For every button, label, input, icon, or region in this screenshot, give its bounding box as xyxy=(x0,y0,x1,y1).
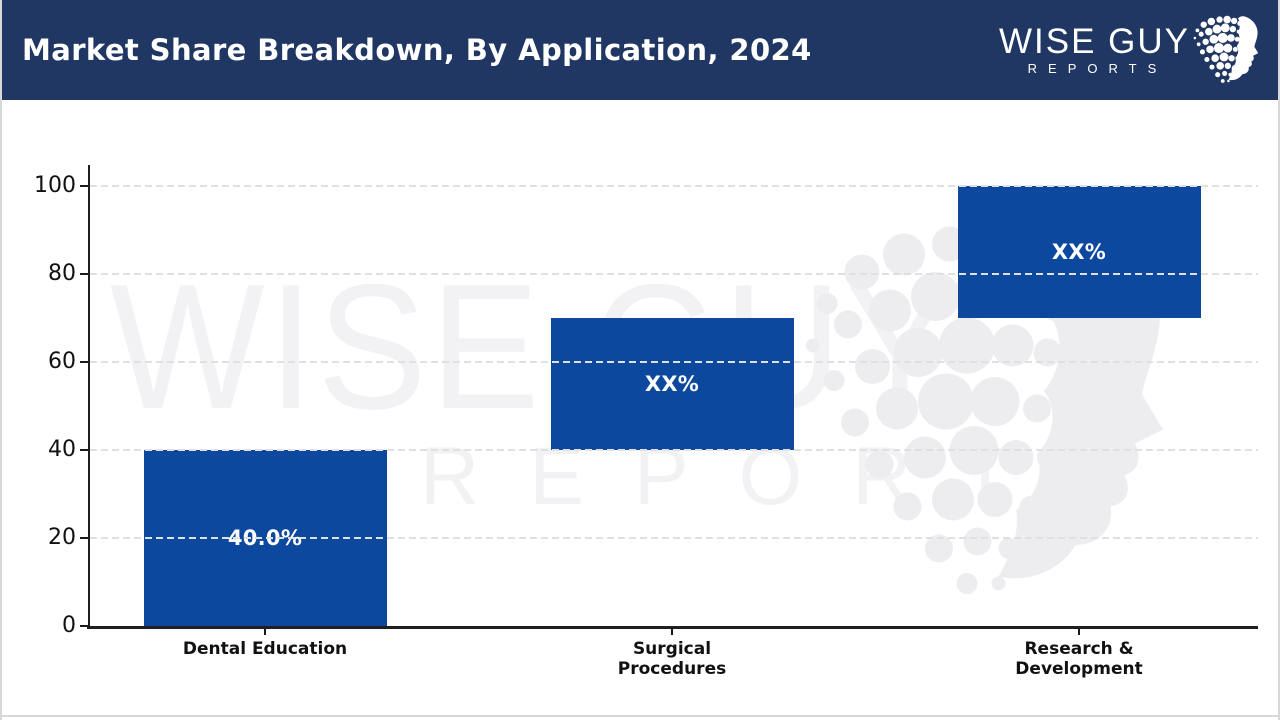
card-bottom-border xyxy=(2,715,1278,717)
y-tick-label-100: 100 xyxy=(34,173,76,198)
x-tick-3 xyxy=(1078,628,1080,635)
gridline-80 xyxy=(90,273,1258,275)
logo-wordmark: WISE GUY xyxy=(998,21,1190,61)
y-tick-label-20: 20 xyxy=(48,525,76,550)
y-tick-60 xyxy=(80,361,88,363)
x-category-label-3: Research & Development xyxy=(1015,639,1143,679)
x-tick-2 xyxy=(671,628,673,635)
gridline-60 xyxy=(90,361,1258,363)
y-tick-40 xyxy=(80,449,88,451)
wiseguy-logo: WISE GUY REPORTS xyxy=(999,8,1262,92)
gridline-20 xyxy=(90,537,1258,539)
x-category-label-1: Dental Education xyxy=(182,639,348,659)
y-tick-label-80: 80 xyxy=(48,261,76,286)
logo-subtitle: REPORTS xyxy=(1027,61,1168,77)
y-tick-label-60: 60 xyxy=(48,349,76,374)
page-title: Market Share Breakdown, By Application, … xyxy=(22,33,812,67)
gridline-100 xyxy=(90,185,1258,187)
y-tick-100 xyxy=(80,185,88,187)
y-tick-20 xyxy=(80,537,88,539)
header-bar: Market Share Breakdown, By Application, … xyxy=(2,0,1278,100)
x-category-label-2: Surgical Procedures xyxy=(617,639,727,679)
x-tick-1 xyxy=(264,628,266,635)
gridline-40 xyxy=(90,449,1258,451)
y-tick-label-0: 0 xyxy=(62,613,76,638)
bar-value-label: XX% xyxy=(644,372,700,396)
y-tick-0 xyxy=(80,625,88,627)
wiseguy-face-icon xyxy=(1193,15,1259,83)
bar-2: XX% xyxy=(550,318,794,450)
logo-text: WISE GUY REPORTS xyxy=(998,21,1190,77)
y-tick-label-40: 40 xyxy=(48,437,76,462)
y-axis-line xyxy=(88,165,90,629)
y-tick-80 xyxy=(80,273,88,275)
x-axis-line xyxy=(87,626,1258,629)
